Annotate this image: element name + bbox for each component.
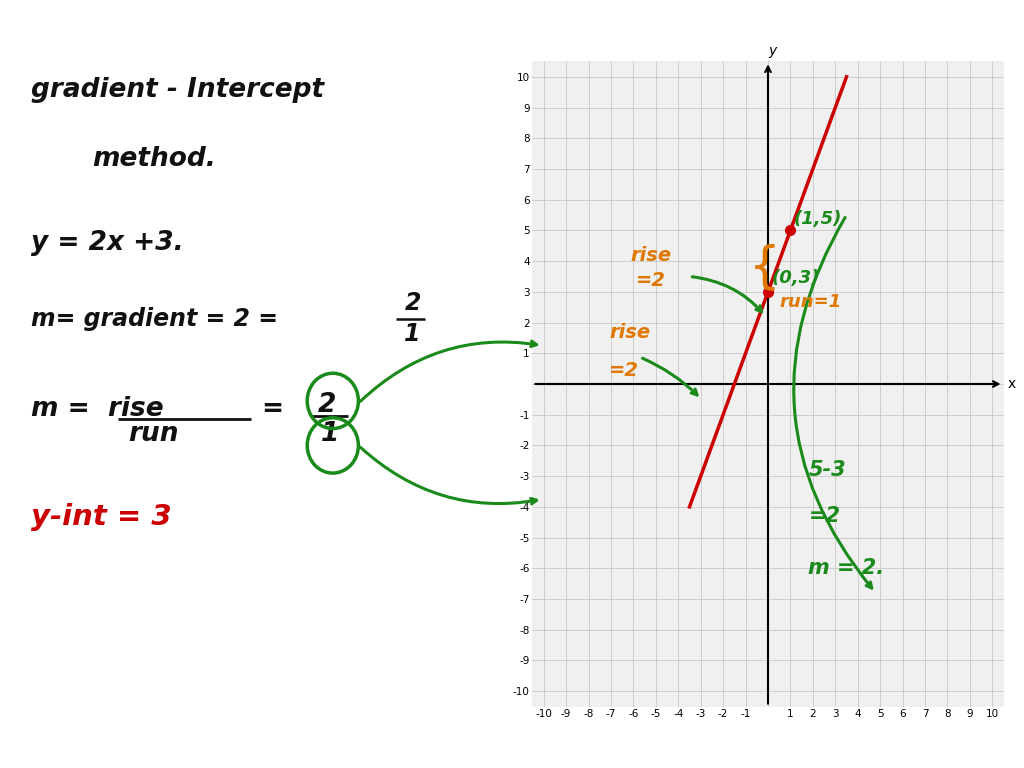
Text: rise: rise	[631, 246, 672, 265]
Text: 2: 2	[404, 291, 421, 316]
Text: (1,5): (1,5)	[794, 210, 842, 228]
Text: m= gradient = 2 =: m= gradient = 2 =	[31, 307, 278, 331]
Text: =: =	[261, 396, 284, 422]
Text: 5-3: 5-3	[808, 460, 846, 480]
Text: m = 2.: m = 2.	[808, 558, 885, 578]
Text: gradient - Intercept: gradient - Intercept	[31, 77, 324, 103]
Text: m =  rise: m = rise	[31, 396, 164, 422]
Text: run: run	[128, 421, 178, 447]
Text: y = 2x +3.: y = 2x +3.	[31, 230, 183, 257]
Text: =2: =2	[808, 506, 841, 526]
Text: rise: rise	[609, 323, 650, 342]
Text: run=1: run=1	[779, 293, 842, 311]
Text: method.: method.	[92, 146, 216, 172]
Text: 1: 1	[404, 322, 421, 346]
Text: x: x	[1008, 377, 1016, 391]
Text: 1: 1	[321, 421, 339, 447]
Text: y-int = 3: y-int = 3	[31, 503, 171, 531]
Text: 2: 2	[317, 392, 336, 418]
Text: =2: =2	[636, 270, 667, 290]
Text: {: {	[749, 243, 780, 291]
Text: y: y	[768, 45, 776, 58]
Text: =2: =2	[609, 361, 639, 380]
Text: (0,3): (0,3)	[771, 269, 820, 286]
